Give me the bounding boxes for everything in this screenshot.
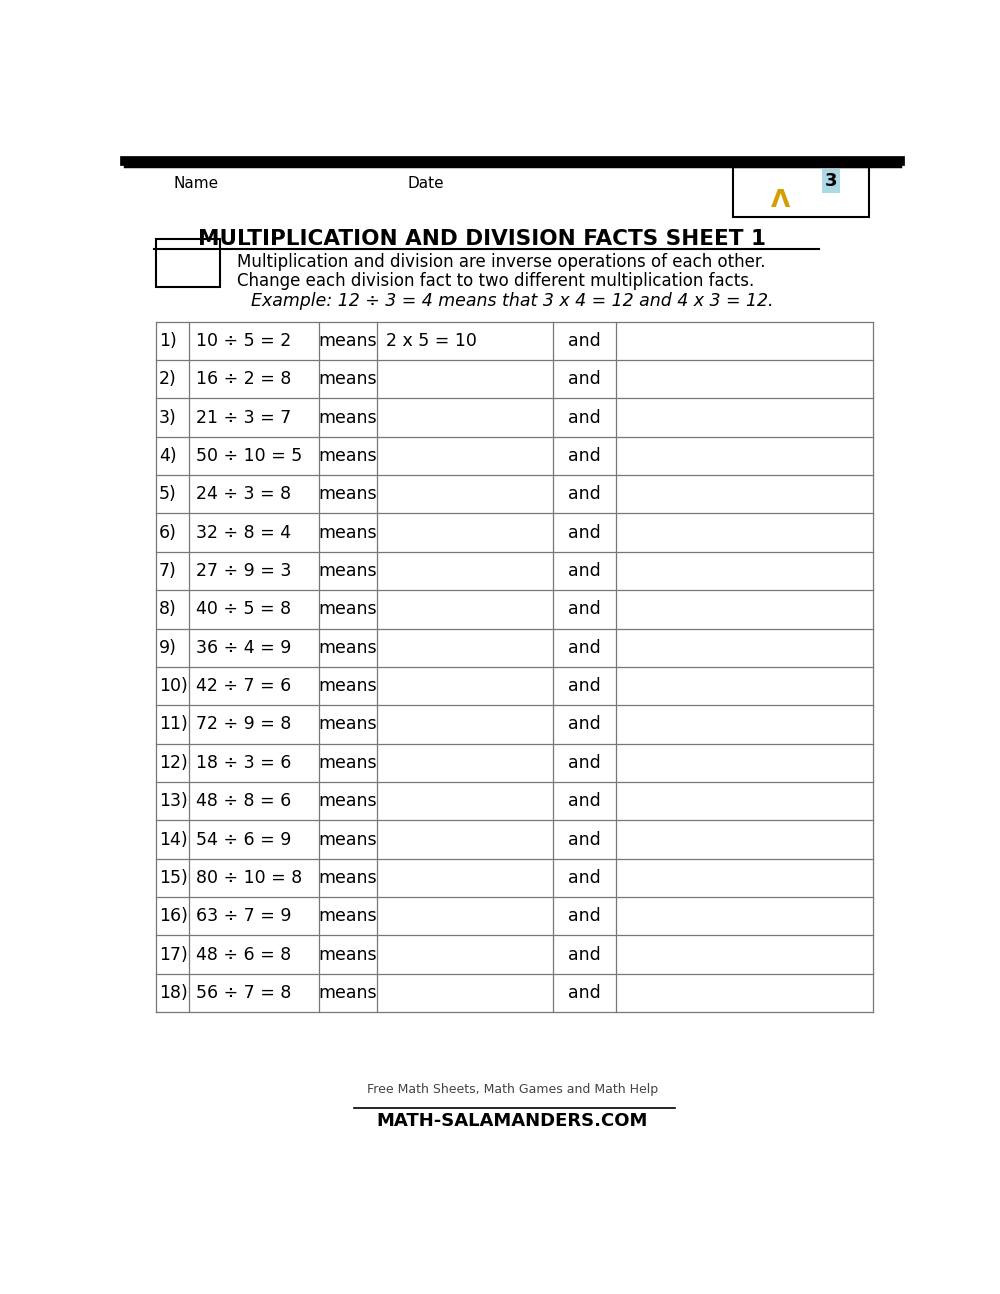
Text: 48 ÷ 8 = 6: 48 ÷ 8 = 6	[196, 792, 291, 810]
Text: 63 ÷ 7 = 9: 63 ÷ 7 = 9	[196, 907, 291, 925]
Text: and: and	[568, 409, 601, 427]
Text: 16 ÷ 2 = 8: 16 ÷ 2 = 8	[196, 370, 291, 388]
Text: 17): 17)	[159, 946, 188, 964]
Text: 50 ÷ 10 = 5: 50 ÷ 10 = 5	[196, 446, 302, 465]
Text: means: means	[318, 831, 377, 849]
Text: means: means	[318, 524, 377, 542]
Text: MATH-SALAMANDERS.COM: MATH-SALAMANDERS.COM	[377, 1112, 648, 1130]
Text: 6): 6)	[159, 524, 177, 542]
Text: 9): 9)	[159, 639, 177, 657]
Text: 32 ÷ 8 = 4: 32 ÷ 8 = 4	[196, 524, 291, 542]
Text: 1): 1)	[159, 331, 177, 349]
Text: 2): 2)	[159, 370, 177, 388]
Text: 7): 7)	[159, 562, 177, 580]
Text: and: and	[568, 754, 601, 771]
Text: 3: 3	[825, 172, 837, 190]
Text: Date: Date	[408, 176, 444, 190]
Text: 48 ÷ 6 = 8: 48 ÷ 6 = 8	[196, 946, 291, 964]
Text: and: and	[568, 792, 601, 810]
Text: and: and	[568, 562, 601, 580]
Text: 10 ÷ 5 = 2: 10 ÷ 5 = 2	[196, 331, 291, 349]
Text: 10): 10)	[159, 677, 188, 695]
Text: means: means	[318, 792, 377, 810]
Text: means: means	[318, 600, 377, 619]
Text: and: and	[568, 446, 601, 465]
Text: and: and	[568, 983, 601, 1002]
Text: means: means	[318, 331, 377, 349]
Bar	[733, 167, 869, 217]
Text: and: and	[568, 677, 601, 695]
Text: 24 ÷ 3 = 8: 24 ÷ 3 = 8	[196, 485, 291, 503]
Text: 72 ÷ 9 = 8: 72 ÷ 9 = 8	[196, 716, 291, 734]
Text: and: and	[568, 907, 601, 925]
Text: 14): 14)	[159, 831, 188, 849]
Text: means: means	[318, 485, 377, 503]
Text: 4): 4)	[159, 446, 177, 465]
Text: 54 ÷ 6 = 9: 54 ÷ 6 = 9	[196, 831, 291, 849]
Text: Free Math Sheets, Math Games and Math Help: Free Math Sheets, Math Games and Math He…	[367, 1083, 658, 1096]
Text: MULTIPLICATION AND DIVISION FACTS SHEET 1: MULTIPLICATION AND DIVISION FACTS SHEET …	[198, 229, 766, 248]
Text: 12): 12)	[159, 754, 188, 771]
Text: 3): 3)	[159, 409, 177, 427]
Text: means: means	[318, 907, 377, 925]
Text: and: and	[568, 370, 601, 388]
Text: and: and	[568, 485, 601, 503]
Text: and: and	[568, 946, 601, 964]
Text: 16): 16)	[159, 907, 188, 925]
Text: and: and	[568, 600, 601, 619]
Bar	[156, 239, 220, 287]
Text: and: and	[568, 331, 601, 349]
Text: 40 ÷ 5 = 8: 40 ÷ 5 = 8	[196, 600, 291, 619]
Text: means: means	[318, 409, 377, 427]
Text: means: means	[318, 446, 377, 465]
Text: 27 ÷ 9 = 3: 27 ÷ 9 = 3	[196, 562, 291, 580]
Text: 56 ÷ 7 = 8: 56 ÷ 7 = 8	[196, 983, 291, 1002]
Text: means: means	[318, 868, 377, 886]
Text: means: means	[318, 716, 377, 734]
Text: 18): 18)	[159, 983, 188, 1002]
Text: and: and	[568, 716, 601, 734]
Text: Name: Name	[173, 176, 218, 190]
Text: and: and	[568, 831, 601, 849]
Text: 15): 15)	[159, 868, 188, 886]
Text: 5): 5)	[159, 485, 177, 503]
Text: and: and	[568, 524, 601, 542]
Text: 36 ÷ 4 = 9: 36 ÷ 4 = 9	[196, 639, 291, 657]
Text: means: means	[318, 639, 377, 657]
Text: means: means	[318, 946, 377, 964]
Text: means: means	[318, 754, 377, 771]
Text: means: means	[318, 370, 377, 388]
Text: and: and	[568, 639, 601, 657]
Bar	[156, 322, 873, 1012]
Text: means: means	[318, 983, 377, 1002]
Text: Example: 12 ÷ 3 = 4 means that 3 x 4 = 12 and 4 x 3 = 12.: Example: 12 ÷ 3 = 4 means that 3 x 4 = 1…	[251, 291, 774, 309]
Text: 80 ÷ 10 = 8: 80 ÷ 10 = 8	[196, 868, 302, 886]
Text: 18 ÷ 3 = 6: 18 ÷ 3 = 6	[196, 754, 291, 771]
Text: 2 x 5 = 10: 2 x 5 = 10	[386, 331, 477, 349]
Text: Change each division fact to two different multiplication facts.: Change each division fact to two differe…	[237, 272, 755, 290]
Text: Λ: Λ	[771, 188, 791, 212]
Text: 42 ÷ 7 = 6: 42 ÷ 7 = 6	[196, 677, 291, 695]
Text: 13): 13)	[159, 792, 188, 810]
Text: 11): 11)	[159, 716, 188, 734]
Text: Multiplication and division are inverse operations of each other.: Multiplication and division are inverse …	[237, 252, 766, 270]
Text: 21 ÷ 3 = 7: 21 ÷ 3 = 7	[196, 409, 291, 427]
Text: and: and	[568, 868, 601, 886]
Text: means: means	[318, 562, 377, 580]
Text: 8): 8)	[159, 600, 177, 619]
Text: means: means	[318, 677, 377, 695]
